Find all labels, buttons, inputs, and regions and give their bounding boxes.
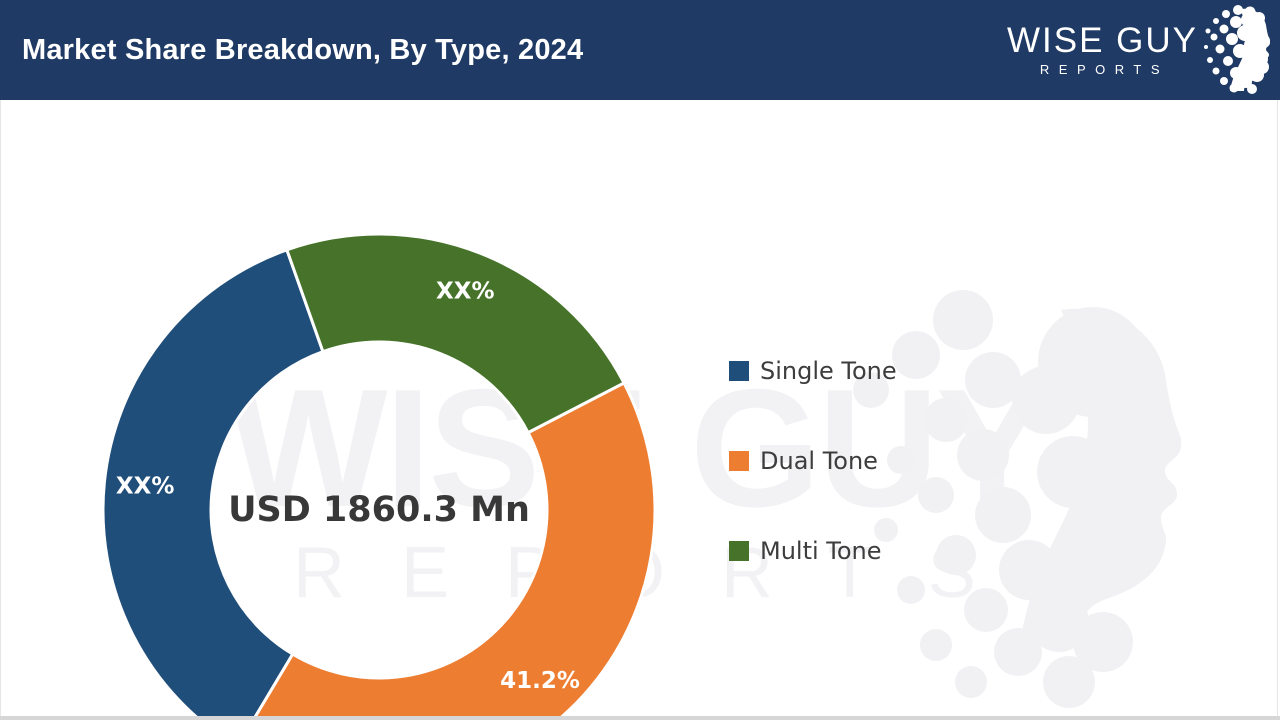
watermark-face-decoration xyxy=(853,290,1181,708)
donut-segment-value-label: XX% xyxy=(116,474,175,500)
bottom-rule xyxy=(0,716,1280,720)
header-bar: Market Share Breakdown, By Type, 2024 WI… xyxy=(0,0,1280,100)
legend-swatch-single-tone xyxy=(729,361,749,381)
donut-center-label: USD 1860.3 Mn xyxy=(228,490,530,530)
donut-chart: XX% 41.2% XX% USD 1860.3 Mn xyxy=(99,230,659,720)
chart-area: WISE GUY REPORTS XX% 41.2% XX% USD 1860.3 M… xyxy=(0,100,1278,720)
donut-segment-multi-tone xyxy=(285,232,626,435)
legend-swatch-multi-tone xyxy=(729,541,749,561)
legend-item-multi-tone: Multi Tone xyxy=(729,536,897,566)
brand-logo: WISE GUY REPORTS xyxy=(1007,4,1270,96)
donut-segment-value-label: 41.2% xyxy=(500,668,580,694)
brand-sub-wordmark: REPORTS xyxy=(1039,62,1170,78)
legend-swatch-dual-tone xyxy=(729,451,749,471)
logo-face-icon xyxy=(1204,5,1270,94)
brand-wordmark: WISE GUY xyxy=(1006,20,1198,60)
brand-wordmark-block: WISE GUY REPORTS xyxy=(1006,20,1198,78)
legend-item-dual-tone: Dual Tone xyxy=(729,446,897,476)
donut-segment-single-tone xyxy=(101,248,325,720)
donut-segment-dual-tone xyxy=(251,381,657,720)
page-title: Market Share Breakdown, By Type, 2024 xyxy=(22,33,584,66)
legend-item-single-tone: Single Tone xyxy=(729,356,897,386)
legend-label: Dual Tone xyxy=(760,447,878,475)
legend-label: Single Tone xyxy=(760,357,897,385)
donut-chart-svg: XX% 41.2% XX% USD 1860.3 Mn xyxy=(101,232,657,720)
legend-label: Multi Tone xyxy=(760,537,882,565)
donut-segment-value-label: XX% xyxy=(436,278,495,304)
chart-legend: Single Tone Dual Tone Multi Tone xyxy=(729,356,897,566)
